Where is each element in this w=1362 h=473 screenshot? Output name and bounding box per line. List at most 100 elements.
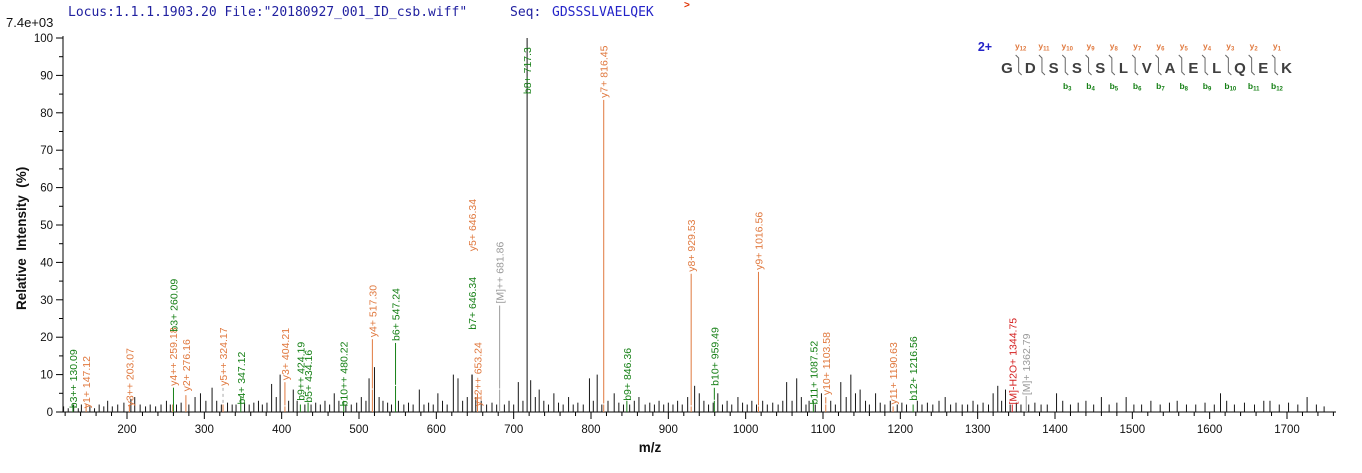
ion-label: b9+ 846.36 [622,348,634,401]
peak-b10++: b10++ 480.22 [339,341,351,412]
fragment-divider [1038,54,1046,76]
ion-label: [M]-H2O+ 1344.75 [1007,318,1019,405]
peak-y5+: y5+ 646.34 [467,199,479,251]
peak-y5++: y5++ 324.17 [218,327,230,412]
peak-b8+: b8+ 717.3 [522,38,534,412]
peak-y12++: y12++ 653.24 [473,342,485,412]
peak-b3++: b3++ 130.09 [68,349,80,412]
ion-label: b5+ 434.16 [303,350,315,403]
y-ion-marker: y12 [1015,41,1027,53]
ion-label: b3+ 260.09 [168,279,180,332]
y-ion-marker: y1 [1273,41,1282,53]
y-tick-label: 30 [40,295,53,307]
x-axis-title: m/z [639,440,662,455]
b-ion-marker: b7 [1156,81,1165,93]
ion-label: y12++ 653.24 [473,342,485,406]
locus-file-text: Locus:1.1.1.1903.20 File:"20180927_001_I… [68,5,468,20]
peak-b3+: b3+ 260.09 [168,279,180,412]
b-ion-marker: b5 [1110,81,1119,93]
ion-label: b9++ 424.19 [295,342,307,401]
x-tick-label: 200 [117,424,136,436]
peak-y4+: y4+ 517.30 [367,285,379,412]
ion-label: y10+ 1103.58 [821,332,833,395]
peak-y2+: y2+ 276.16 [181,339,193,412]
y-ion-marker: y9 [1087,41,1096,53]
ion-label: [M]++ 681.86 [495,242,507,304]
peak-y1+: y1+ 147.12 [81,356,93,412]
ion-label: y4+ 517.30 [367,285,379,337]
y-tick-label: 60 [40,183,53,195]
ion-label: b10+ 959.49 [709,327,721,386]
header-marker-icon: > [684,0,690,11]
x-tick-label: 1300 [965,424,991,436]
ion-label: b10++ 480.22 [339,341,351,406]
x-tick-label: 1000 [733,424,759,436]
x-tick-label: 400 [272,424,291,436]
residue-letter: S [1049,60,1059,77]
x-tick-label: 800 [581,424,600,436]
y-ion-marker: y10 [1062,41,1074,53]
b-ion-marker: b11 [1248,81,1260,93]
peak-b12+: b12+ 1216.56 [908,336,920,412]
fragment-divider [1248,54,1256,76]
peak-b6+: b6+ 547.24 [391,288,403,412]
y-tick-label: 100 [34,33,53,45]
peak-b5+: b5+ 434.16 [303,350,315,412]
ion-label: b12+ 1216.56 [908,336,920,401]
peak-y10+: y10+ 1103.58 [821,332,833,412]
y-tick-label: 40 [40,257,53,269]
y-tick-label: 80 [40,108,53,120]
ion-label: y2+ 276.16 [181,339,193,391]
ion-label: b7+ 646.34 [467,277,479,330]
b-ion-marker: b10 [1224,81,1237,93]
peak-b4+: b4+ 347.12 [236,352,248,412]
y-tick-label: 70 [40,145,53,157]
fragment-divider [1178,54,1186,76]
ion-label: y11+ 1190.63 [888,342,900,405]
x-tick-label: 600 [427,424,446,436]
x-tick-label: 1400 [1042,424,1068,436]
ion-label: b4+ 347.12 [236,352,248,405]
ion-label: y7+ 816.45 [599,45,611,97]
peak-[M]+: [M]+ 1362.79 [1021,333,1033,412]
residue-letter: V [1142,60,1152,77]
peak-b7+: b7+ 646.34 [467,277,479,412]
peak-y9+: y9+ 1016.56 [753,212,765,412]
fragment-divider [1085,54,1092,76]
peak-b9+: b9+ 846.36 [622,348,634,412]
ion-label: y3+ 404.21 [280,328,292,380]
x-tick-label: 1500 [1120,424,1146,436]
y-ion-marker: y8 [1110,41,1119,53]
ion-label: b8+ 717.3 [522,47,534,94]
peak-[M]++: [M]++ 681.86 [495,242,507,412]
peak-y8+: y8+ 929.53 [686,219,698,412]
residue-letter: S [1072,60,1082,77]
ion-label: y3++ 203.07 [124,348,136,407]
y-ion-marker: y7 [1133,41,1142,53]
residue-letter: L [1119,60,1128,77]
b-ion-marker: b4 [1086,81,1095,93]
background-peaks [63,367,1325,412]
labeled-peaks: b3++ 130.09 y1+ 147.12 y3++ 203.07 y4++ 259… [68,38,1033,412]
ion-label: y9+ 1016.56 [753,212,765,270]
residue-letter: E [1188,60,1198,77]
b-ion-marker: b12 [1271,81,1284,93]
precursor-charge: 2+ [978,40,992,54]
x-tick-label: 1100 [811,424,836,436]
residue-letter: D [1025,60,1036,77]
y-ion-marker: y4 [1203,41,1212,53]
intensity-scale-note: 7.4e+03 [6,15,54,30]
fragment-divider [1061,54,1069,76]
peak-y11+: y11+ 1190.63 [888,342,900,412]
x-tick-label: 1600 [1197,424,1223,436]
fragment-divider [1131,54,1139,76]
b-ion-marker: b3 [1063,81,1072,93]
y-ion-marker: y3 [1226,41,1235,53]
peak-y7+: y7+ 816.45 [599,45,611,412]
y-ion-marker: y5 [1180,41,1189,53]
b-ion-marker: b6 [1133,81,1142,93]
ion-label: b11+ 1087.52 [808,341,820,405]
peak-b10+: b10+ 959.49 [709,327,721,412]
